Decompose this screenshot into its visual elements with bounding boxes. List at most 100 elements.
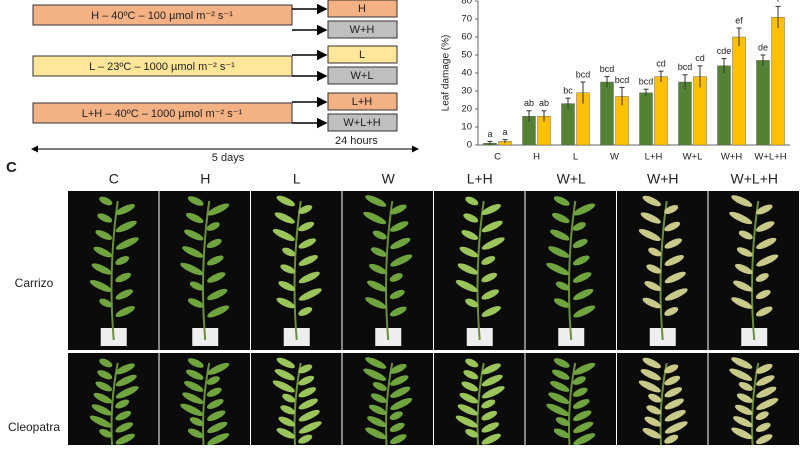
leaf: [298, 398, 318, 410]
leaf: [642, 428, 661, 439]
plant-photo: [617, 353, 708, 450]
leaf: [546, 403, 570, 417]
x-tick-label: H: [533, 152, 540, 163]
significance-letter: bcd: [576, 69, 591, 79]
bar: [678, 81, 692, 146]
leaf: [572, 376, 586, 385]
leaf: [755, 411, 769, 421]
leaf: [367, 416, 387, 428]
column-header: C: [109, 171, 119, 187]
leaf: [755, 422, 771, 433]
leaf: [481, 433, 501, 445]
leaf: [390, 254, 413, 267]
leaf: [638, 380, 661, 393]
leaf: [572, 255, 590, 266]
leaf: [370, 247, 387, 257]
leaf: [733, 416, 753, 428]
leaf: [644, 416, 662, 427]
leaf: [648, 393, 662, 403]
leaf: [573, 362, 596, 375]
leaf: [664, 238, 682, 249]
significance-letter: f: [777, 0, 780, 4]
leaf: [648, 247, 662, 257]
leaf: [206, 222, 220, 231]
leaf: [573, 410, 592, 421]
leaf: [97, 370, 113, 380]
leaf: [390, 375, 409, 386]
leaf: [186, 212, 204, 224]
leaf: [370, 393, 387, 403]
leaf: [369, 263, 387, 275]
leaf: [572, 399, 590, 409]
leaf: [733, 280, 753, 292]
leaf: [756, 375, 775, 386]
bar: [717, 65, 731, 146]
treatment-label: H – 40ºC – 100 µmol m⁻² s⁻¹: [91, 10, 233, 22]
row-label: Carrizo: [15, 276, 54, 290]
y-tick-label: 50: [461, 50, 472, 61]
column-header: W+L+H: [731, 171, 778, 187]
leaf: [115, 410, 132, 421]
leaf: [390, 237, 411, 250]
leaf: [553, 196, 570, 206]
plant-photo: [251, 191, 342, 350]
leaf: [729, 211, 753, 225]
leaf: [276, 428, 295, 439]
bar: [771, 17, 785, 146]
plant-photo: [525, 353, 616, 450]
leaf: [553, 428, 570, 439]
leaf: [365, 195, 387, 207]
leaf: [731, 297, 753, 309]
leaf: [481, 386, 505, 399]
leaf: [546, 262, 570, 276]
leaf: [664, 288, 688, 301]
leaf: [756, 221, 775, 232]
leaf: [298, 271, 320, 284]
leaf: [573, 288, 594, 301]
leaf: [298, 205, 313, 214]
leaf: [115, 237, 139, 250]
leaf: [97, 213, 113, 223]
leaf: [115, 272, 132, 283]
leaf: [738, 230, 753, 240]
output-label: L: [359, 49, 365, 61]
leaf: [298, 421, 322, 434]
plant-photo: [617, 191, 708, 350]
leaf: [272, 380, 295, 393]
stem: [202, 200, 211, 341]
significance-letter: bcd: [600, 64, 615, 74]
leaf: [206, 238, 222, 249]
leaf: [276, 357, 295, 369]
leaf: [731, 195, 753, 207]
leaf: [389, 422, 405, 433]
stem: [385, 200, 394, 341]
plant-photo: [251, 353, 342, 450]
y-tick-label: 60: [461, 32, 472, 43]
leaf: [115, 289, 133, 300]
leaf: [390, 386, 411, 398]
leaf: [93, 392, 112, 404]
leaf: [572, 222, 586, 231]
plant-photo: [708, 353, 799, 450]
plant-photo: [342, 353, 433, 450]
leaf: [481, 220, 503, 233]
leaf: [206, 376, 220, 385]
leaf: [282, 393, 296, 403]
significance-letter: cde: [717, 46, 732, 56]
leaf: [274, 212, 295, 224]
leaf: [640, 212, 661, 224]
leaf: [206, 387, 222, 397]
column-header: W+H: [647, 171, 679, 187]
plant-photo: [525, 191, 616, 350]
output-box: [327, 92, 398, 111]
column-header: W: [382, 171, 396, 187]
treatment-label: L – 23ºC – 1000 µmol m⁻² s⁻¹: [89, 61, 235, 73]
y-tick-label: 70: [461, 14, 472, 25]
leaf: [187, 358, 204, 368]
treatment-label: L+H – 40ºC – 1000 µmol m⁻² s⁻¹: [82, 108, 243, 120]
leaf: [115, 399, 130, 409]
leaf: [276, 297, 295, 309]
leaf: [572, 387, 588, 397]
leaf: [206, 255, 224, 266]
